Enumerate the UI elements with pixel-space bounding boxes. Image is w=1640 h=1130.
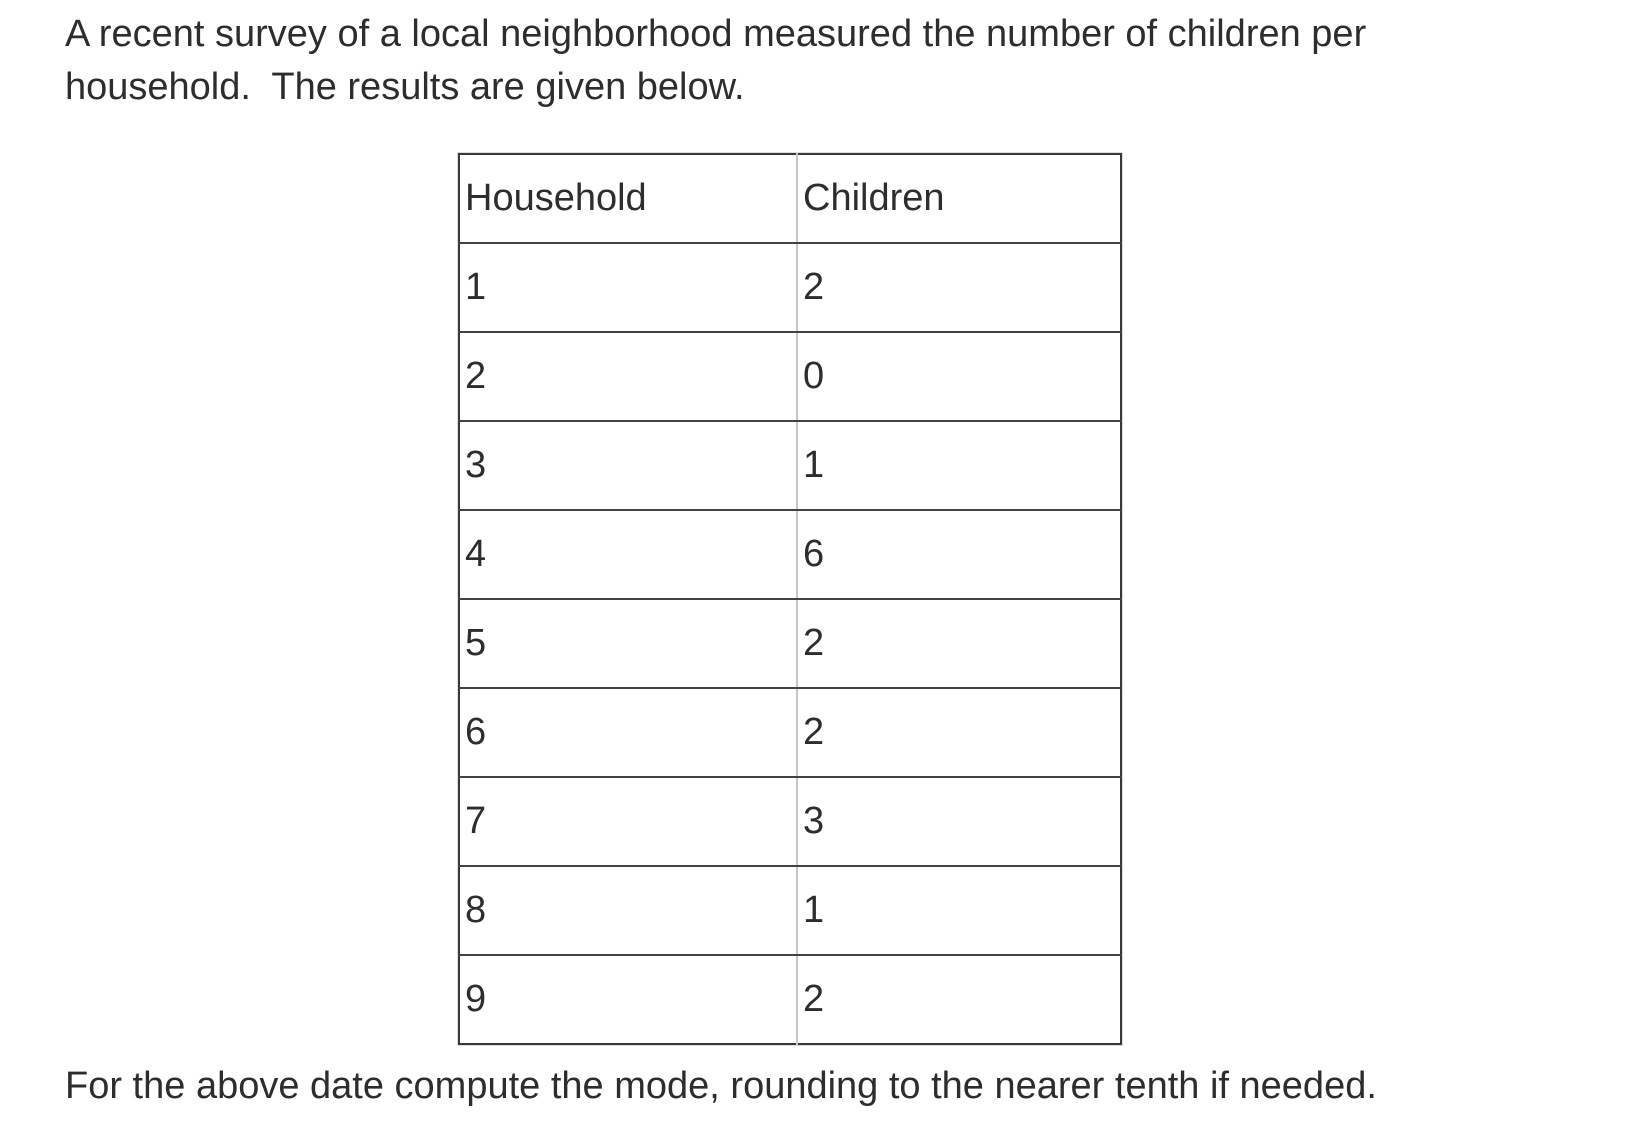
- table-row: 5 2: [459, 599, 1121, 689]
- household-cell: 4: [459, 510, 798, 600]
- household-cell: 7: [459, 777, 798, 867]
- household-cell: 5: [459, 599, 798, 689]
- children-column-header: Children: [797, 154, 1121, 244]
- children-cell: 2: [797, 688, 1121, 778]
- household-column-header: Household: [459, 154, 798, 244]
- table-row: 1 2: [459, 243, 1121, 333]
- children-cell: 2: [803, 978, 825, 1020]
- children-cell: 2: [797, 599, 1121, 689]
- problem-statement: A recent survey of a local neighborhood …: [65, 13, 1367, 108]
- household-cell: 6: [459, 688, 798, 778]
- table-row: 8 1: [459, 866, 1121, 956]
- household-cell: 3: [459, 421, 798, 511]
- table-row: 9 2: [459, 955, 1121, 1044]
- household-cell: 2: [459, 332, 798, 422]
- children-cell: 2: [797, 243, 1121, 333]
- children-cell: 6: [797, 510, 1121, 600]
- table-header-row: Household Children: [459, 154, 1121, 244]
- table-row: 3 1: [459, 421, 1121, 511]
- household-cell: 1: [459, 243, 798, 333]
- children-cell: 3: [797, 777, 1121, 867]
- children-cell: 1: [797, 866, 1121, 956]
- children-cell: 0: [797, 332, 1121, 422]
- table-row: 7 3: [459, 777, 1121, 867]
- household-cell: 8: [459, 866, 798, 956]
- children-per-household-table: Household Children 1 2 2 0 3 1 4 6 5: [458, 153, 1122, 1045]
- children-cell: 1: [797, 421, 1121, 511]
- table-row: 6 2: [459, 688, 1121, 778]
- question-text: For the above date compute the mode, rou…: [65, 1065, 1377, 1107]
- household-cell: 9: [459, 955, 798, 1044]
- table-row: 4 6: [459, 510, 1121, 600]
- table-row: 2 0: [459, 332, 1121, 422]
